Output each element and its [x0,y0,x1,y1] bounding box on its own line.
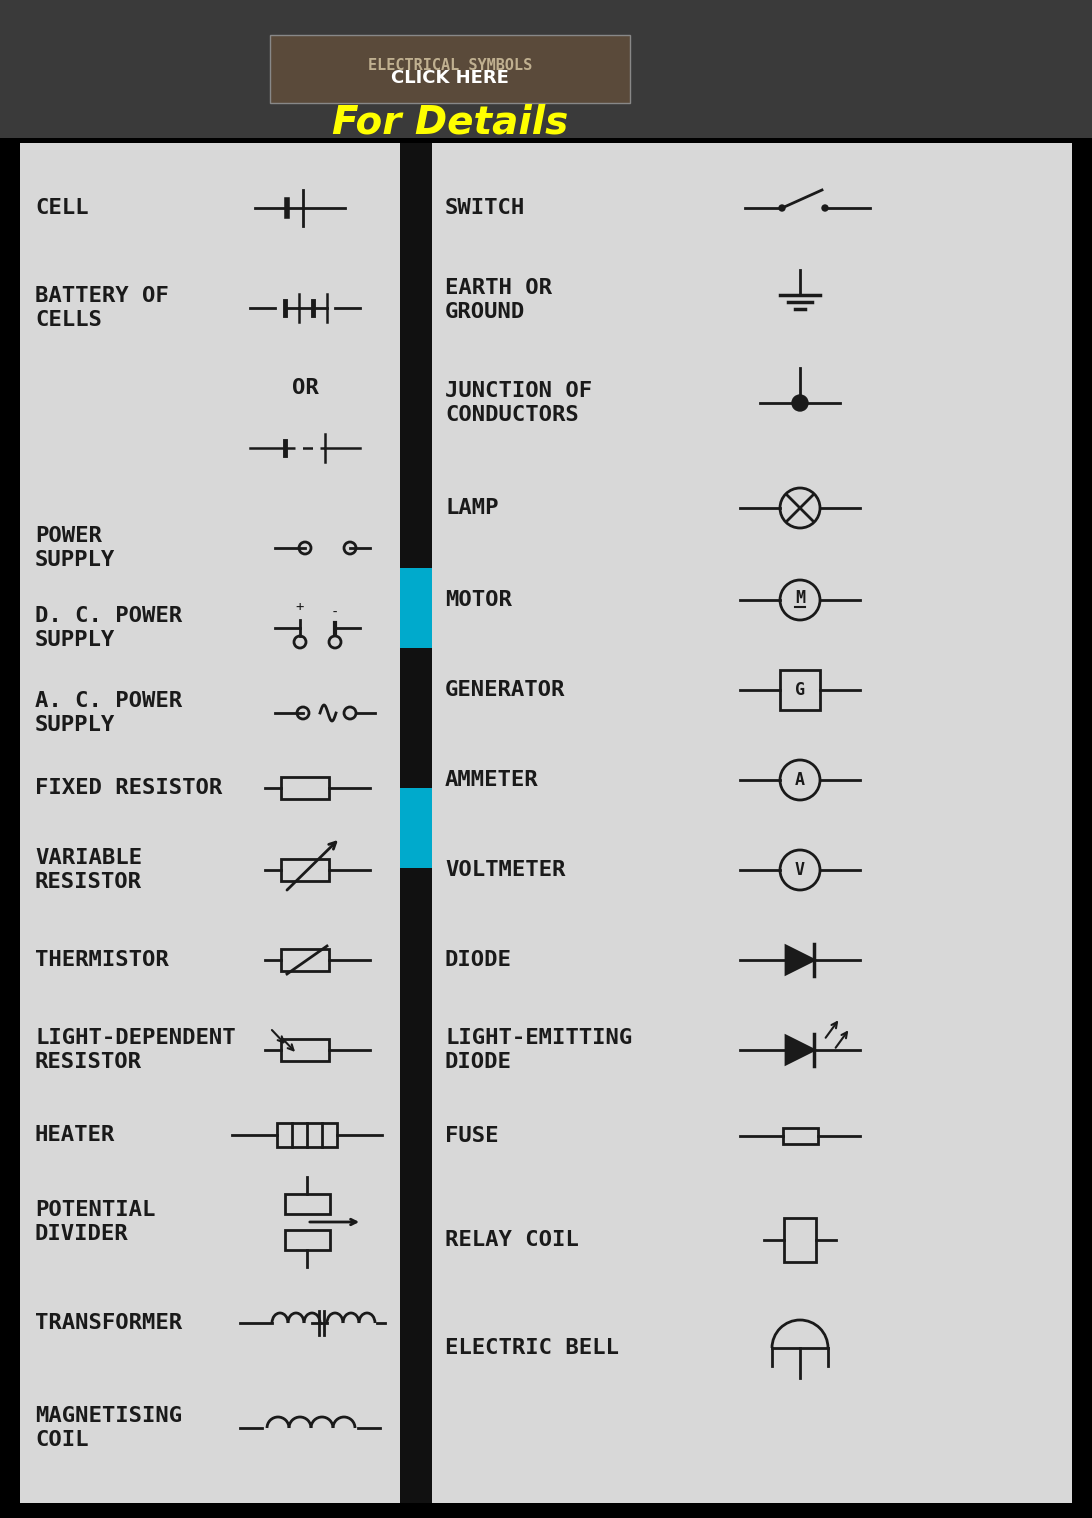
Text: FIXED RESISTOR: FIXED RESISTOR [35,779,223,798]
FancyBboxPatch shape [20,143,1072,1503]
Text: HEATER: HEATER [35,1125,116,1145]
Text: SWITCH: SWITCH [446,197,525,219]
Bar [783,1128,818,1145]
Bar [281,1038,329,1061]
Polygon shape [786,946,814,975]
FancyBboxPatch shape [270,35,630,103]
Bar [281,859,329,880]
FancyBboxPatch shape [400,143,432,1503]
Text: LIGHT-DEPENDENT
RESISTOR: LIGHT-DEPENDENT RESISTOR [35,1028,236,1072]
Text: LAMP: LAMP [446,498,499,518]
FancyBboxPatch shape [0,0,1092,138]
Text: A: A [795,771,805,789]
Circle shape [792,395,808,411]
Text: G: G [795,682,805,698]
Bar [784,1217,816,1261]
Text: TRANSFORMER: TRANSFORMER [35,1313,182,1333]
Polygon shape [786,1035,814,1064]
Text: -: - [331,606,340,619]
Text: DIODE: DIODE [446,950,512,970]
FancyBboxPatch shape [400,788,432,868]
Text: JUNCTION OF
CONDUCTORS: JUNCTION OF CONDUCTORS [446,381,592,425]
Text: MOTOR: MOTOR [446,591,512,610]
Circle shape [779,205,785,211]
Text: GENERATOR: GENERATOR [446,680,566,700]
Circle shape [822,205,828,211]
Text: A. C. POWER
SUPPLY: A. C. POWER SUPPLY [35,691,182,735]
Text: D. C. POWER
SUPPLY: D. C. POWER SUPPLY [35,606,182,650]
Text: THERMISTOR: THERMISTOR [35,950,169,970]
Text: EARTH OR
GROUND: EARTH OR GROUND [446,278,551,322]
Text: POTENTIAL
DIVIDER: POTENTIAL DIVIDER [35,1201,155,1243]
Bar [780,669,820,710]
Text: RELAY COIL: RELAY COIL [446,1230,579,1249]
Text: ELECTRICAL SYMBOLS: ELECTRICAL SYMBOLS [368,59,532,73]
Text: MAGNETISING
COIL: MAGNETISING COIL [35,1406,182,1450]
Bar [281,949,329,972]
Bar [285,1195,330,1214]
Text: CLICK HERE: CLICK HERE [391,68,509,87]
Text: OR: OR [292,378,319,398]
FancyBboxPatch shape [400,568,432,648]
Text: VARIABLE
RESISTOR: VARIABLE RESISTOR [35,849,142,891]
Text: V: V [795,861,805,879]
Text: FUSE: FUSE [446,1126,499,1146]
Bar [281,777,329,798]
Text: AMMETER: AMMETER [446,770,538,789]
Text: M: M [795,589,805,607]
Text: POWER
SUPPLY: POWER SUPPLY [35,527,116,569]
Text: For Details: For Details [332,105,568,143]
Bar [285,1230,330,1249]
Text: CELL: CELL [35,197,88,219]
Text: VOLTMETER: VOLTMETER [446,861,566,880]
Text: +: + [296,600,305,613]
Bar [277,1123,337,1148]
Text: LIGHT-EMITTING
DIODE: LIGHT-EMITTING DIODE [446,1028,632,1072]
Text: BATTERY OF
CELLS: BATTERY OF CELLS [35,287,169,329]
Text: ELECTRIC BELL: ELECTRIC BELL [446,1337,619,1359]
